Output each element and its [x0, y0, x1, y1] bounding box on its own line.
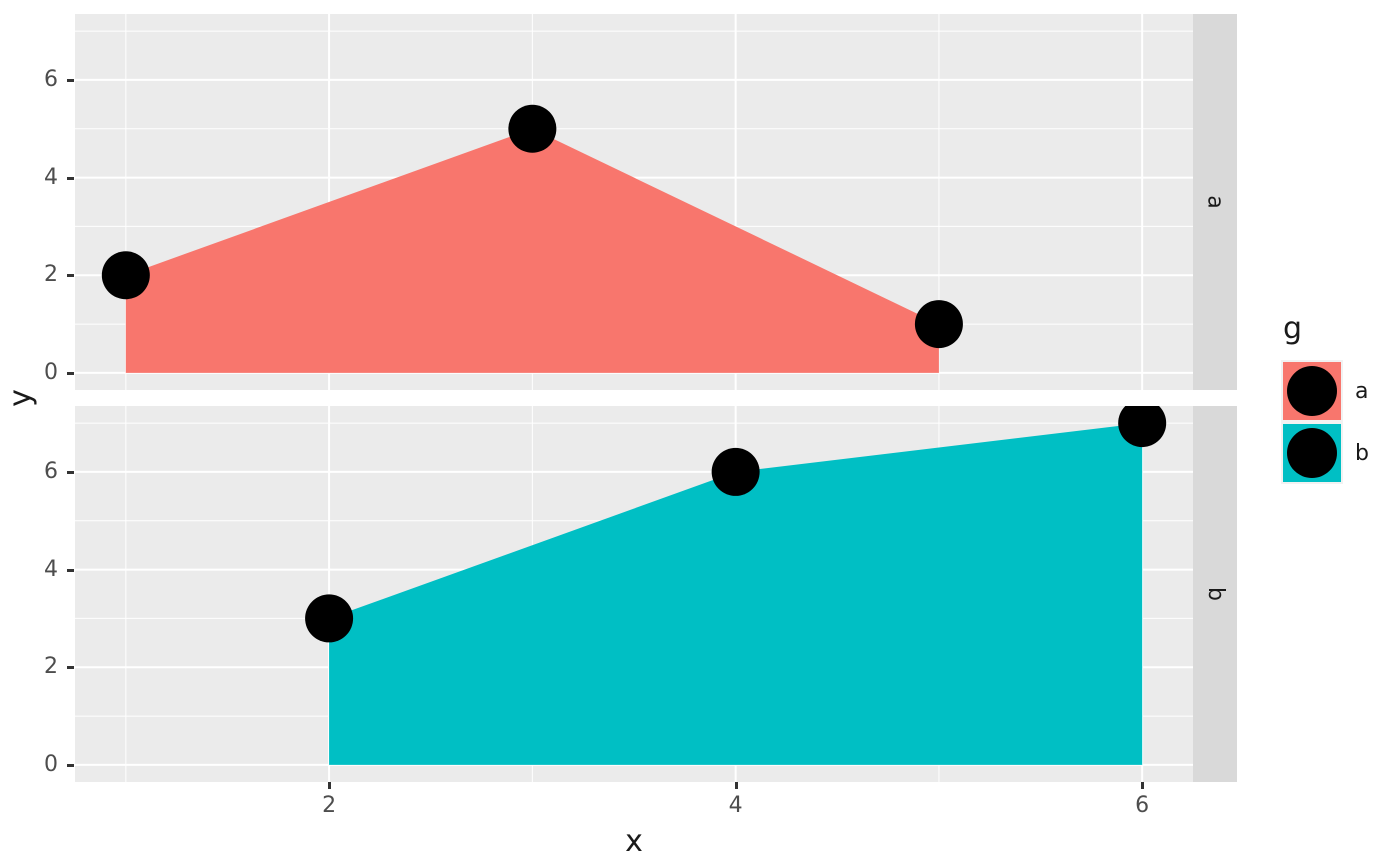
y-tick-mark [67, 666, 74, 670]
facet-strip-a: a [1193, 14, 1237, 390]
y-tick-label: 6 [44, 458, 58, 484]
x-tick-label: 6 [1135, 793, 1150, 818]
y-tick-mark [67, 176, 74, 180]
data-point-b [1118, 406, 1167, 448]
y-tick-label: 0 [44, 751, 58, 777]
panel-canvas [75, 406, 1193, 782]
legend-entry-label: a [1355, 378, 1369, 404]
y-tick-mark [67, 371, 74, 375]
y-tick-mark [67, 763, 74, 767]
y-tick-label: 0 [44, 359, 58, 385]
y-tick-label: 4 [44, 556, 58, 582]
data-point-a [914, 300, 963, 349]
area-series-a [125, 128, 939, 373]
legend-entry-label: b [1355, 440, 1369, 466]
y-tick-mark [67, 568, 74, 572]
area-series-b [329, 423, 1143, 765]
legend-title: g [1283, 311, 1303, 346]
y-tick-label: 2 [44, 654, 58, 680]
legend-key-swatch [1283, 424, 1341, 482]
y-tick-label: 2 [44, 262, 58, 288]
x-tick-mark [734, 782, 738, 789]
facet-strip-label: b [1203, 587, 1228, 601]
x-tick-label: 4 [728, 793, 743, 818]
legend-entry-b: b [1281, 422, 1369, 484]
x-tick-mark [328, 782, 332, 789]
y-axis-title: y [2, 389, 38, 407]
legend-entry-a: a [1281, 360, 1369, 422]
x-tick-label: 2 [322, 793, 337, 818]
facet-panel-a [75, 14, 1193, 390]
y-tick-mark [67, 470, 74, 474]
panel-canvas [75, 14, 1193, 390]
y-tick-mark [67, 78, 74, 82]
data-point-b [305, 594, 354, 643]
facet-strip-label: a [1202, 195, 1228, 209]
y-tick-label: 4 [44, 164, 58, 190]
y-tick-mark [67, 274, 74, 278]
facet-panel-b [75, 406, 1193, 782]
data-point-b [711, 447, 760, 496]
data-point-a [101, 251, 150, 300]
data-point-a [508, 104, 557, 153]
y-tick-label: 6 [44, 66, 58, 92]
legend-key-swatch [1283, 362, 1341, 420]
x-tick-mark [1141, 782, 1145, 789]
facet-strip-b: b [1193, 406, 1237, 782]
legend-point-icon [1287, 366, 1337, 416]
x-axis-title: x [625, 824, 643, 859]
legend-point-icon [1287, 428, 1337, 478]
